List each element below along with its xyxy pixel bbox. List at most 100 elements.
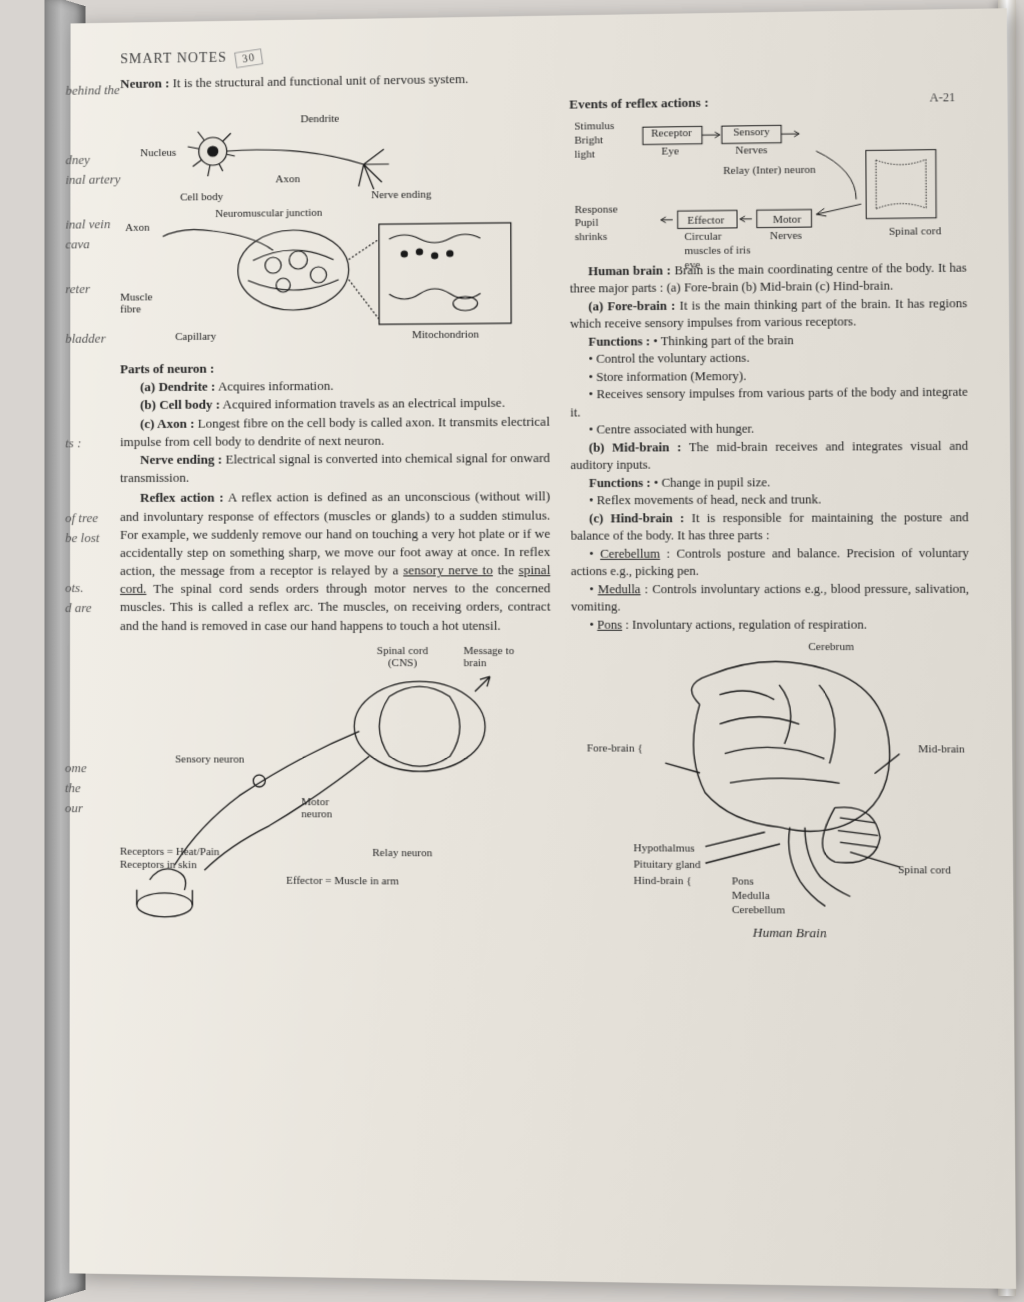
hb-bf: Functions : <box>589 475 651 489</box>
parts-of-neuron: Parts of neuron : (a) Dendrite : Acquire… <box>120 357 551 635</box>
hb-heading: Human brain : <box>588 263 671 278</box>
ev-spinal: Spinal cord <box>889 224 942 239</box>
brain-diagram: Cerebrum Fore-brain { Mid-brain Hypothal… <box>571 640 972 948</box>
margin-word: of tree <box>65 510 98 526</box>
margin-word: d are <box>65 600 92 616</box>
part-a-label: (a) Dendrite : <box>140 379 215 394</box>
part-b-text: Acquired information travels as an elect… <box>220 395 505 412</box>
bl-spinal: Spinal cord <box>898 863 951 879</box>
left-column: Dendrite Nucleus Cell body Axon Nerve en… <box>120 92 552 945</box>
label-neuromuscular: Neuromuscular junction <box>215 207 326 220</box>
hb-a-head: (a) Fore-brain : <box>588 298 675 313</box>
right-column: Events of reflex actions : <box>569 86 971 948</box>
reflex-text2: The spinal cord sends orders through mot… <box>120 580 550 632</box>
ev-nerves: Nerves <box>735 143 767 158</box>
bl-forebrain: Fore-brain { <box>587 741 643 756</box>
reflex-events-diagram: Stimulus Bright light Receptor Eye Senso… <box>569 112 967 263</box>
neuron-svg <box>120 92 549 357</box>
label-cellbody: Cell body <box>180 191 223 203</box>
ev-circular: Circular muscles of iris eye <box>684 229 756 273</box>
hb-cereb-u: Cerebellum <box>600 546 660 560</box>
label-dendrite: Dendrite <box>300 113 339 125</box>
hb-bf1: • Change in pupil size. <box>654 475 771 490</box>
hb-med-u: Medulla <box>598 582 641 596</box>
margin-word: behind the <box>66 82 120 99</box>
label-relay-neuron: Relay neuron <box>372 847 432 859</box>
bl-hindbrain: Hind-brain { <box>634 874 692 889</box>
label-nerve-ending: Nerve ending <box>371 189 431 202</box>
bl-medulla: Medulla <box>732 889 770 904</box>
margin-word: the <box>65 780 81 796</box>
page-header: SMART NOTES 30 <box>120 39 965 68</box>
hb-bf2: • Reflex movements of head, neck and tru… <box>571 491 969 510</box>
margin-word: reter <box>65 281 90 297</box>
hb-pons-u: Pons <box>597 617 622 631</box>
reflex-arc-diagram: Spinal cord (CNS) Message to brain Senso… <box>120 645 552 929</box>
margin-word: cava <box>65 236 89 252</box>
label-effector: Effector = Muscle in arm <box>286 875 399 888</box>
part-c-label: (c) Axon : <box>140 415 194 430</box>
label-message-brain: Message to brain <box>463 645 535 669</box>
ev-nerves2: Nerves <box>770 228 802 243</box>
margin-word: be lost <box>65 530 99 546</box>
bl-pituitary: Pituitary gland <box>634 857 701 873</box>
ev-motor: Motor <box>773 212 801 227</box>
nerve-ending-label: Nerve ending : <box>140 452 222 467</box>
reflex-u1: sensory nerve to <box>403 562 493 577</box>
label-axon-top: Axon <box>275 173 300 185</box>
page-number-box: 30 <box>234 48 263 68</box>
ev-sensory: Sensory <box>733 125 770 140</box>
margin-word: ts : <box>65 435 81 451</box>
label-muscle-fibre: Muscle fibre <box>120 291 165 315</box>
ev-stimulus: Stimulus <box>574 119 614 134</box>
hb-c-head: (c) Hind-brain : <box>589 511 684 525</box>
hb-b-head: (b) Mid-brain : <box>589 440 682 455</box>
events-heading: Events of reflex actions : <box>569 90 966 113</box>
neuron-diagram: Dendrite Nucleus Cell body Axon Nerve en… <box>120 92 549 357</box>
reflex-label: Reflex action : <box>140 490 224 505</box>
label-spinal-cns: Spinal cord (CNS) <box>362 645 443 669</box>
label-axon-left: Axon <box>125 222 149 234</box>
margin-word: our <box>65 800 83 816</box>
neuron-intro-bold: Neuron : <box>120 75 169 91</box>
label-mitochondrion: Mitochondrion <box>412 329 479 342</box>
label-receptors-skin: Receptors in skin <box>120 858 197 871</box>
part-a-text: Acquires information. <box>215 378 333 394</box>
bl-cerebrum: Cerebrum <box>808 640 854 655</box>
human-brain-text: Human brain : Brain is the main coordina… <box>570 259 970 634</box>
hb-pons: : Involuntary actions, regulation of res… <box>622 617 867 631</box>
ev-pupil: Pupil shrinks <box>575 215 626 244</box>
bl-hypothalmus: Hypothalmus <box>633 841 694 856</box>
ev-receptor: Receptor <box>651 126 692 141</box>
ev-eye: Eye <box>661 144 679 159</box>
ev-bright: Bright light <box>574 133 620 162</box>
ev-relay-inter: Relay (Inter) neuron <box>723 162 816 178</box>
margin-word: bladder <box>65 331 105 347</box>
part-b-label: (b) Cell body : <box>140 397 220 412</box>
hb-f4: • Receives sensory impulses from various… <box>570 384 968 422</box>
label-capillary: Capillary <box>175 331 216 343</box>
hb-f5: • Centre associated with hunger. <box>570 419 968 439</box>
label-receptors-heat: Receptors = Heat/Pain <box>120 845 220 858</box>
brain-svg <box>571 640 972 948</box>
reflex-mid: the <box>493 562 519 577</box>
textbook-page: behind thedneyinal arteryinal veincavare… <box>69 8 1016 1289</box>
hb-func: Functions : <box>588 334 650 349</box>
label-nucleus: Nucleus <box>140 147 176 159</box>
neuron-intro-text: It is the structural and functional unit… <box>173 71 469 90</box>
margin-word: ome <box>65 760 87 776</box>
bl-pons: Pons <box>732 874 754 889</box>
hb-f1: • Thinking part of the brain <box>653 333 794 348</box>
margin-word: ots. <box>65 580 83 596</box>
header-title: SMART NOTES <box>120 51 227 68</box>
margin-word: dney <box>65 152 89 168</box>
page-code: A-21 <box>930 90 956 106</box>
margin-word: inal vein <box>65 216 110 232</box>
label-sensory-neuron: Sensory neuron <box>175 753 244 765</box>
margin-word: inal artery <box>65 171 120 188</box>
ev-effector: Effector <box>687 213 724 228</box>
bl-midbrain: Mid-brain <box>918 742 965 757</box>
label-motor-neuron: Motor neuron <box>301 796 352 820</box>
bl-cerebellum: Cerebellum <box>732 903 785 919</box>
bl-caption: Human Brain <box>753 924 827 943</box>
